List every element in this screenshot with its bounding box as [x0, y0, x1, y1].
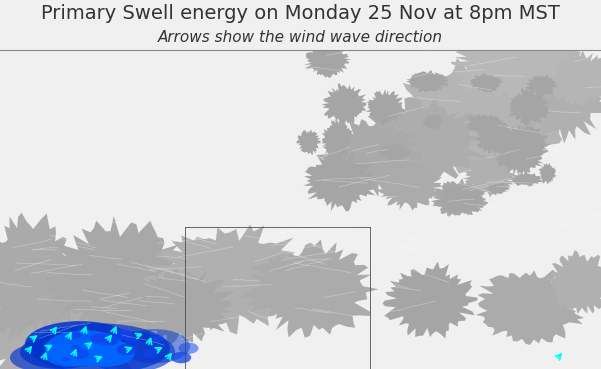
Ellipse shape: [103, 337, 118, 345]
Ellipse shape: [25, 321, 135, 367]
Ellipse shape: [171, 352, 191, 363]
Ellipse shape: [45, 330, 125, 367]
Ellipse shape: [45, 344, 95, 367]
Ellipse shape: [153, 335, 164, 342]
Ellipse shape: [144, 352, 151, 357]
Ellipse shape: [114, 330, 132, 340]
Ellipse shape: [125, 337, 136, 344]
Ellipse shape: [127, 345, 138, 351]
Ellipse shape: [93, 332, 115, 345]
Ellipse shape: [61, 357, 69, 362]
Ellipse shape: [67, 331, 81, 339]
Ellipse shape: [10, 344, 70, 369]
Ellipse shape: [133, 340, 143, 346]
Ellipse shape: [117, 344, 136, 355]
Ellipse shape: [85, 331, 175, 369]
Ellipse shape: [120, 329, 190, 363]
Ellipse shape: [70, 345, 81, 351]
Text: Primary Swell energy on Monday 25 Nov at 8pm MST: Primary Swell energy on Monday 25 Nov at…: [41, 4, 560, 24]
Text: Arrows show the wind wave direction: Arrows show the wind wave direction: [158, 30, 443, 45]
Ellipse shape: [152, 345, 159, 349]
Ellipse shape: [90, 334, 106, 343]
Ellipse shape: [30, 323, 170, 369]
Ellipse shape: [20, 335, 100, 369]
Ellipse shape: [178, 342, 198, 354]
Ellipse shape: [143, 349, 159, 358]
Ellipse shape: [75, 339, 135, 367]
Ellipse shape: [70, 349, 89, 359]
